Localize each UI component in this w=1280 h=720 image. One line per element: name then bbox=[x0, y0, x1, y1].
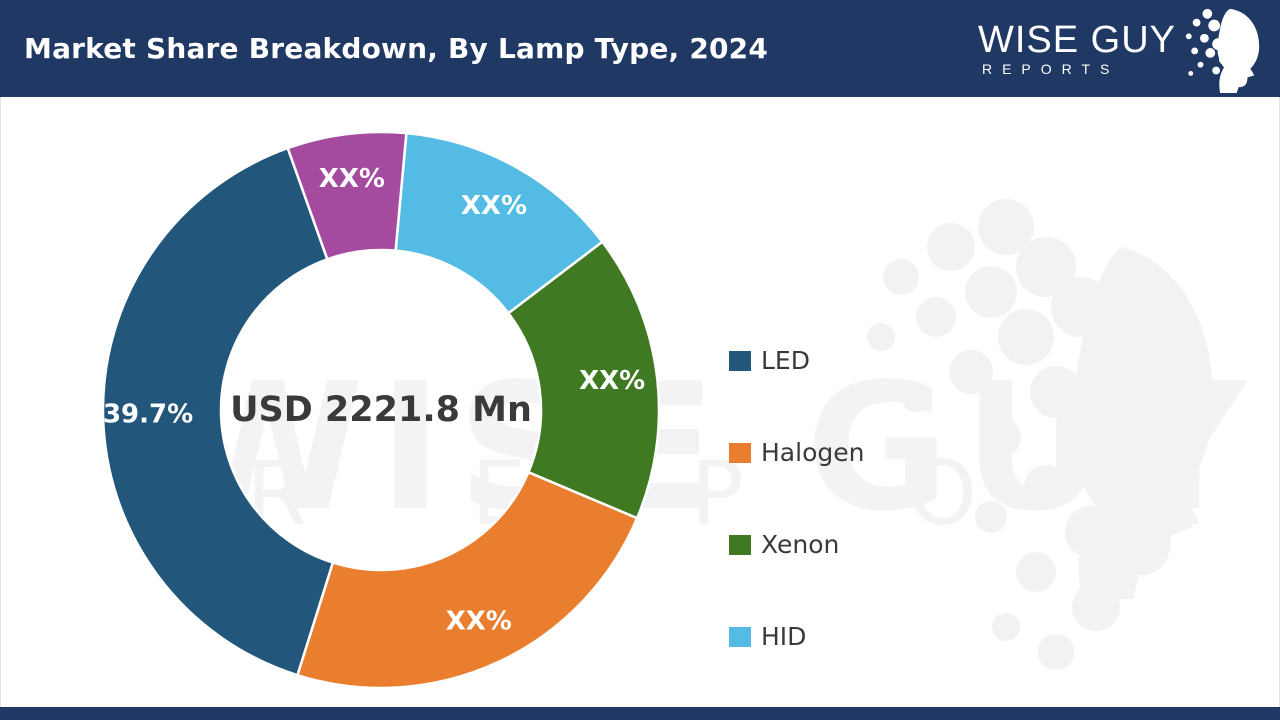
chart-center-value: USD 2221.8 Mn bbox=[230, 390, 532, 430]
segment-label-incandescent: XX% bbox=[319, 164, 385, 194]
legend: LED Halogen Xenon HID Incandescent bbox=[729, 346, 928, 707]
chart-area: WISE GUY R E P O R T S 39.7%XX%XX%XX%XX%… bbox=[0, 97, 1280, 707]
donut-segment-hid bbox=[394, 131, 605, 315]
segment-label-led: 39.7% bbox=[103, 399, 193, 429]
watermark-face-icon bbox=[867, 199, 1213, 670]
page-title: Market Share Breakdown, By Lamp Type, 20… bbox=[24, 32, 769, 65]
segment-label-hid: XX% bbox=[461, 191, 527, 221]
legend-item-hid: HID bbox=[729, 622, 928, 651]
donut-segment-led bbox=[101, 146, 335, 677]
logo-face-icon bbox=[1185, 8, 1260, 93]
legend-item-halogen: Halogen bbox=[729, 438, 928, 467]
donut-segment-xenon bbox=[506, 240, 661, 520]
legend-swatch-halogen bbox=[729, 442, 751, 463]
logo-subtitle: REPORTS bbox=[981, 61, 1120, 77]
footer-bar bbox=[0, 707, 1280, 720]
legend-item-xenon: Xenon bbox=[729, 530, 928, 559]
donut-segment-incandescent bbox=[286, 130, 408, 261]
legend-swatch-led bbox=[729, 350, 751, 371]
legend-swatch-hid bbox=[729, 626, 751, 647]
legend-label-halogen: Halogen bbox=[761, 438, 865, 467]
donut-chart: 39.7% XX% XX% XX% XX% bbox=[101, 130, 661, 690]
legend-label-xenon: Xenon bbox=[761, 530, 840, 559]
logo-text: WISE GUY REPORTS bbox=[978, 21, 1176, 76]
legend-swatch-xenon bbox=[729, 534, 751, 555]
header-banner: Market Share Breakdown, By Lamp Type, 20… bbox=[0, 0, 1280, 97]
donut-segment-halogen bbox=[295, 470, 639, 690]
logo-wordmark: WISE GUY bbox=[977, 19, 1176, 61]
segment-label-xenon: XX% bbox=[579, 366, 645, 396]
legend-item-led: LED bbox=[729, 346, 928, 375]
segment-label-halogen: XX% bbox=[446, 606, 512, 636]
legend-label-hid: HID bbox=[761, 622, 807, 651]
legend-label-led: LED bbox=[761, 346, 810, 375]
wise-guy-reports-logo: WISE GUY REPORTS bbox=[978, 5, 1280, 93]
